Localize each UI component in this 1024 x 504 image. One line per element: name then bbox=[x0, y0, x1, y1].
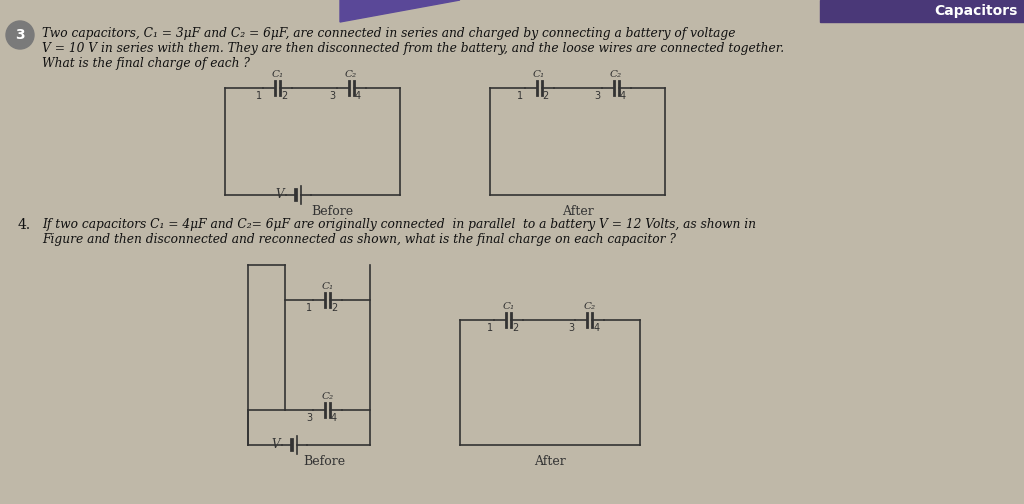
Text: 1: 1 bbox=[487, 323, 494, 333]
Text: C₂: C₂ bbox=[584, 302, 596, 311]
Text: 2: 2 bbox=[512, 323, 518, 333]
Text: V: V bbox=[275, 188, 284, 202]
Text: After: After bbox=[535, 455, 566, 468]
Circle shape bbox=[6, 21, 34, 49]
Text: 2: 2 bbox=[281, 91, 288, 101]
Text: 4: 4 bbox=[331, 413, 337, 423]
Text: Figure and then disconnected and reconnected as shown, what is the final charge : Figure and then disconnected and reconne… bbox=[42, 233, 676, 246]
Text: 1: 1 bbox=[517, 91, 523, 101]
Text: 2: 2 bbox=[543, 91, 549, 101]
Text: Before: Before bbox=[303, 455, 345, 468]
Bar bbox=[820, 0, 1024, 22]
Text: C₂: C₂ bbox=[610, 70, 622, 79]
Text: Capacitors: Capacitors bbox=[935, 4, 1018, 18]
Text: C₁: C₁ bbox=[503, 302, 515, 311]
Text: 3: 3 bbox=[330, 91, 336, 101]
Text: C₂: C₂ bbox=[322, 392, 334, 401]
Text: 3: 3 bbox=[306, 413, 312, 423]
Text: 1: 1 bbox=[256, 91, 262, 101]
Text: 3: 3 bbox=[15, 28, 25, 42]
Text: 4: 4 bbox=[593, 323, 599, 333]
Text: C₁: C₁ bbox=[271, 70, 284, 79]
Text: 3: 3 bbox=[568, 323, 574, 333]
Text: C₂: C₂ bbox=[345, 70, 357, 79]
Text: V: V bbox=[271, 438, 280, 452]
Text: 3: 3 bbox=[594, 91, 600, 101]
Text: 1: 1 bbox=[306, 303, 312, 313]
Text: 4.: 4. bbox=[18, 218, 31, 232]
Text: What is the final charge of each ?: What is the final charge of each ? bbox=[42, 57, 250, 70]
Text: 4: 4 bbox=[354, 91, 360, 101]
Text: 2: 2 bbox=[331, 303, 337, 313]
Text: C₁: C₁ bbox=[532, 70, 545, 79]
Text: 4: 4 bbox=[620, 91, 626, 101]
Text: Before: Before bbox=[311, 205, 353, 218]
Text: Two capacitors, C₁ = 3μF and C₂ = 6μF, are connected in series and charged by co: Two capacitors, C₁ = 3μF and C₂ = 6μF, a… bbox=[42, 27, 735, 40]
Polygon shape bbox=[340, 0, 460, 22]
Text: After: After bbox=[561, 205, 593, 218]
Text: C₁: C₁ bbox=[322, 282, 334, 291]
Text: If two capacitors C₁ = 4μF and C₂= 6μF are originally connected  in parallel  to: If two capacitors C₁ = 4μF and C₂= 6μF a… bbox=[42, 218, 756, 231]
Text: V = 10 V in series with them. They are then disconnected from the battery, and t: V = 10 V in series with them. They are t… bbox=[42, 42, 784, 55]
